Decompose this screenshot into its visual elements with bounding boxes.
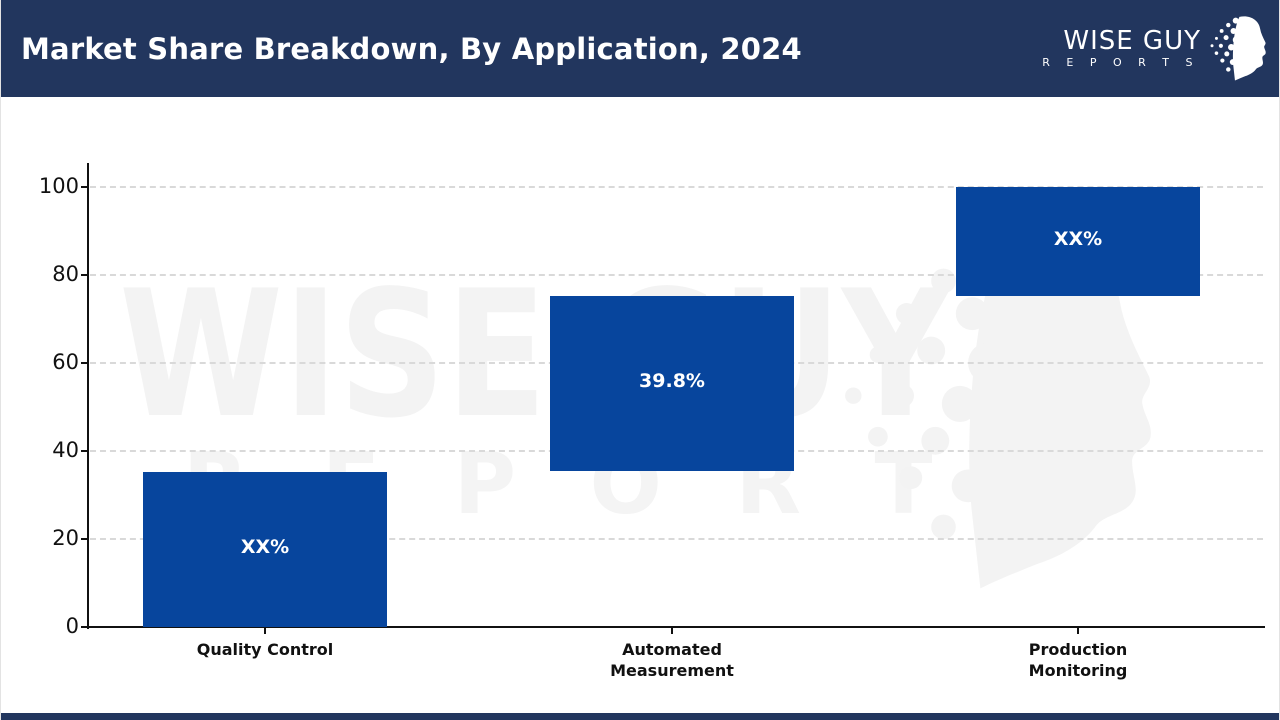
x-category-label: Quality Control: [196, 640, 334, 659]
logo-wiseguy-label: WISE GUY: [1063, 26, 1201, 56]
y-tick-label: 40: [52, 438, 79, 462]
y-tick-label: 60: [52, 350, 79, 374]
page-title: Market Share Breakdown, By Application, …: [21, 31, 802, 66]
bar: [956, 187, 1200, 296]
gridline: [90, 186, 1263, 188]
x-axis-line: [87, 626, 1265, 628]
logo-reports-label: R E P O R T S: [1042, 56, 1199, 69]
y-axis-tick: [81, 274, 89, 276]
gridline: [90, 274, 1263, 276]
y-tick-label: 100: [38, 174, 79, 198]
bar-value-label: XX%: [240, 536, 290, 559]
footer-bar: [1, 713, 1279, 720]
wiseguy-logo: WISE GUY R E P O R T S: [1042, 8, 1269, 88]
bar: [143, 471, 387, 627]
y-axis-tick: [81, 450, 89, 452]
y-tick-label: 20: [52, 526, 79, 550]
y-axis-tick: [81, 538, 89, 540]
y-axis-tick: [81, 186, 89, 188]
x-category-label: Production Monitoring: [1028, 640, 1128, 680]
bar-value-label: XX%: [1053, 228, 1103, 251]
x-axis-tick: [264, 628, 266, 634]
bar-value-label: 39.8%: [639, 370, 705, 393]
x-axis-tick: [1077, 628, 1079, 634]
y-tick-label: 0: [65, 614, 79, 638]
gridline: [90, 538, 1263, 540]
x-axis-tick: [671, 628, 673, 634]
watermark-wiseguy-text: WISE GUY: [119, 254, 950, 457]
y-axis-tick: [81, 626, 89, 628]
logo-face-icon: [1210, 16, 1266, 81]
y-axis-line: [87, 163, 89, 629]
logo-text: WISE GUY R E P O R T S: [1042, 26, 1201, 70]
y-tick-label: 80: [52, 262, 79, 286]
x-category-label: Automated Measurement: [610, 640, 734, 680]
header-banner: Market Share Breakdown, By Application, …: [1, 0, 1279, 97]
y-axis-tick: [81, 362, 89, 364]
bar: [550, 295, 794, 471]
